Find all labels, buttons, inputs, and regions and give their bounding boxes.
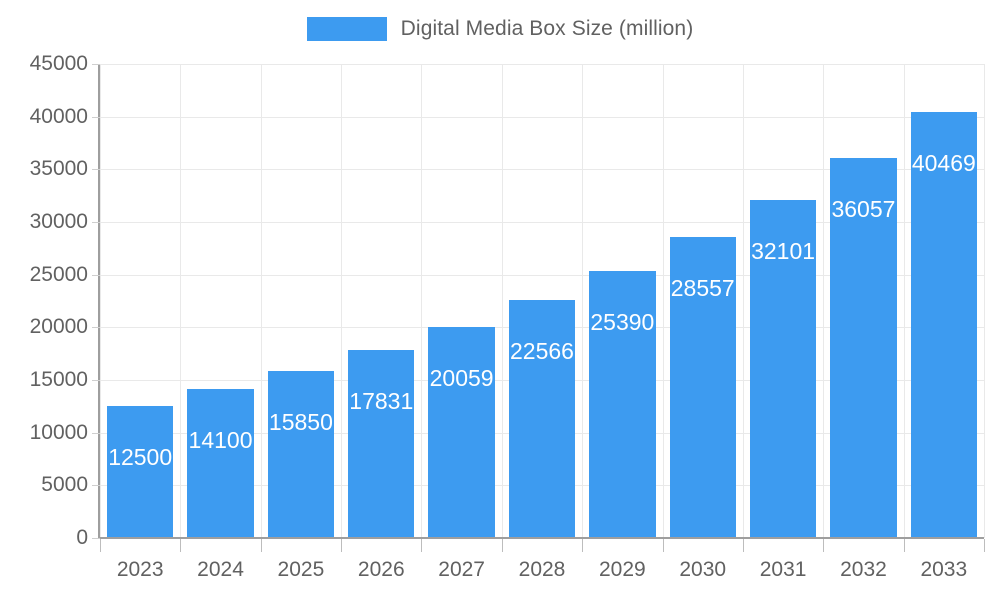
gridline-vertical [502, 64, 503, 538]
gridline-vertical [823, 64, 824, 538]
x-axis-tick-label: 2031 [759, 558, 807, 581]
y-axis-tick [92, 485, 100, 487]
bar[interactable] [508, 300, 576, 538]
gridline-horizontal [100, 116, 984, 118]
y-axis-tick [92, 327, 100, 329]
bars-layer: 12500 14100 15850 17831 20059 22566 25390 28557… [100, 64, 984, 538]
gridline-vertical [743, 64, 744, 538]
gridline-horizontal [100, 274, 984, 276]
x-axis-tick-label: 2029 [599, 558, 646, 581]
y-axis-tick-label: 5000 [41, 473, 88, 497]
bar[interactable] [267, 371, 335, 538]
gridline-vertical [180, 64, 181, 538]
y-axis-tick [92, 222, 100, 223]
bar[interactable] [187, 389, 254, 538]
x-axis-tick [743, 539, 744, 552]
y-axis-tick-label: 25000 [29, 262, 88, 286]
y-axis-tick-label: 15000 [29, 368, 88, 391]
x-axis-tick [502, 539, 503, 552]
bar[interactable] [428, 326, 495, 538]
y-axis-tick-label: 30000 [29, 210, 88, 233]
x-axis-tick [904, 539, 905, 552]
x-axis-tick-label: 2026 [357, 558, 405, 581]
x-axis-tick [261, 539, 262, 552]
y-axis-tick-label: 20000 [29, 315, 88, 339]
y-axis-tick [92, 64, 100, 65]
bar[interactable] [749, 199, 817, 538]
gridline-horizontal [100, 222, 984, 223]
gridline-vertical [100, 64, 101, 538]
gridline-vertical [663, 64, 664, 538]
gridline-horizontal [100, 64, 984, 65]
y-axis-tick-label: 40000 [29, 104, 88, 128]
gridline-horizontal [100, 169, 984, 171]
bar[interactable] [589, 270, 656, 538]
legend-label: Digital Media Box Size (million) [400, 17, 694, 40]
x-axis-tick [582, 539, 583, 552]
x-axis-tick [663, 539, 664, 552]
x-axis-tick-label: 2033 [920, 558, 968, 581]
y-axis-tick [92, 432, 100, 434]
gridline-vertical [261, 64, 262, 538]
x-axis-line [100, 537, 984, 539]
gridline-vertical [582, 64, 583, 538]
y-axis-tick [92, 274, 100, 276]
y-axis-line [98, 64, 100, 539]
x-axis-tick [984, 539, 985, 552]
x-axis-tick-label: 2023 [116, 558, 164, 581]
x-axis-tick [421, 539, 422, 552]
x-axis-tick [823, 539, 824, 552]
y-axis-tick [92, 538, 100, 539]
gridline-vertical [904, 64, 905, 538]
bar[interactable] [348, 350, 415, 538]
x-axis-tick-label: 2024 [197, 558, 244, 581]
y-axis-tick-label: 35000 [29, 157, 88, 181]
bar[interactable] [669, 237, 736, 538]
gridline-vertical [421, 64, 422, 538]
bar[interactable] [107, 406, 174, 538]
bar[interactable] [910, 111, 977, 538]
x-axis-tick [341, 539, 342, 552]
x-axis-tick-label: 2032 [840, 558, 887, 581]
x-axis-tick-label: 2027 [438, 558, 485, 581]
bar[interactable] [830, 158, 897, 538]
legend-color-swatch [306, 17, 387, 41]
y-axis-tick [92, 380, 100, 381]
gridline-vertical [341, 64, 342, 538]
x-axis-tick-label: 2028 [518, 558, 566, 581]
chart-legend: Digital Media Box Size (million) [0, 10, 1000, 48]
y-axis-tick-label: 10000 [29, 420, 88, 444]
x-axis-tick-label: 2030 [679, 558, 727, 581]
x-axis-tick-label: 2025 [277, 558, 325, 581]
y-axis-tick [92, 169, 100, 171]
x-axis-tick [100, 539, 101, 552]
gridline-vertical [984, 64, 985, 538]
x-axis-tick [180, 539, 181, 552]
y-axis-tick-label: 45000 [29, 52, 88, 75]
y-axis-tick-label: 0 [76, 526, 88, 549]
y-axis-tick [92, 116, 100, 118]
